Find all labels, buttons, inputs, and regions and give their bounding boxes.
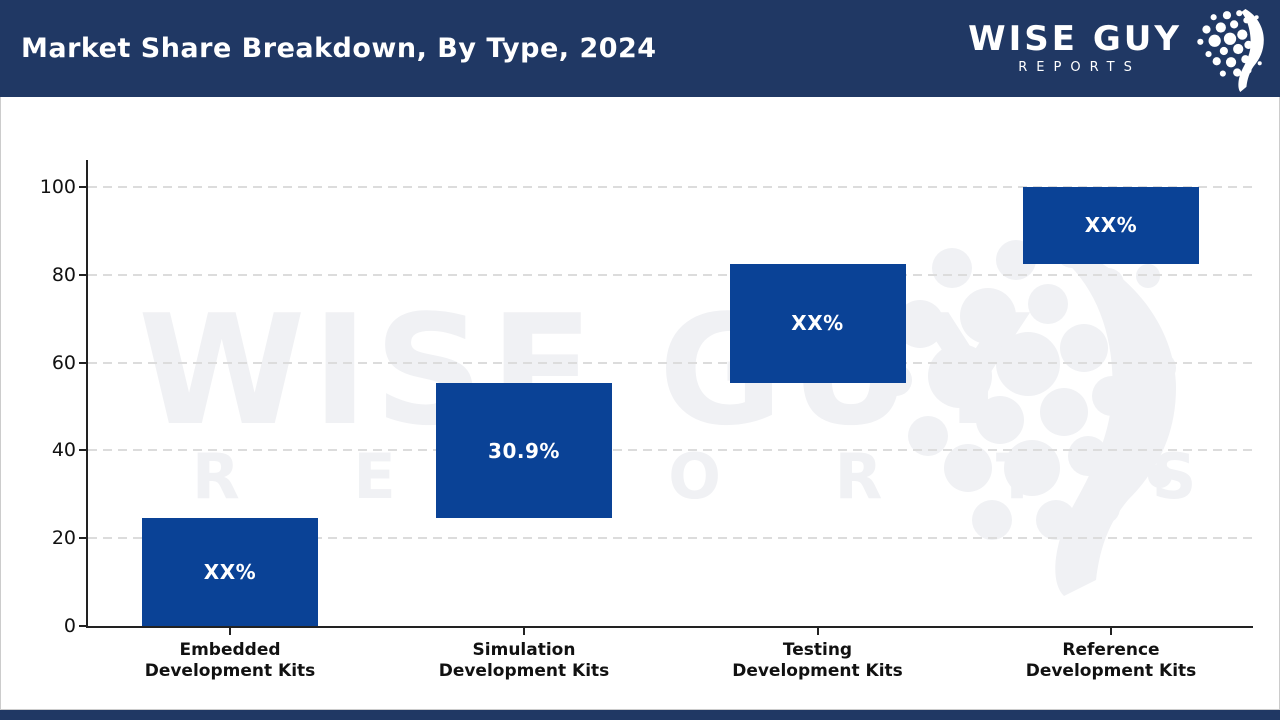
watermark-head-icon [880,236,1176,596]
y-axis-tick-label: 100 [39,176,76,198]
x-axis-tick [1110,628,1112,635]
y-axis-tick-label: 60 [51,351,76,374]
y-axis-tick [79,361,88,364]
bar-segment: XX% [142,518,318,626]
x-axis-line [86,626,1253,628]
y-axis-tick [79,537,88,540]
x-axis-category-label: Testing Development Kits [688,640,948,682]
brand-logo-text: WISE GUY REPORTS [968,21,1182,77]
y-axis-line [86,160,88,628]
x-axis-category-label: Simulation Development Kits [394,640,654,682]
wiseguy-head-icon [1197,9,1264,92]
y-axis-tick-label: 40 [51,439,76,462]
x-axis-tick [816,628,819,635]
gridline [88,449,1253,452]
gridline [88,361,1253,364]
y-axis-tick-label: 80 [51,263,76,286]
y-axis-tick-label: 0 [63,615,76,637]
bar-value-label: XX% [791,311,844,336]
gridline [88,537,1253,540]
bar-segment: 30.9% [436,382,612,519]
footer-bar [0,709,1280,720]
header-bar: Market Share Breakdown, By Type, 2024 WI… [0,0,1280,97]
x-axis-category-line: Embedded [179,640,281,660]
bar-segment: XX% [1023,187,1199,264]
x-axis-category-line: Testing [782,640,853,660]
y-axis-tick [79,449,88,452]
x-axis-category-line: Simulation [472,640,576,660]
y-axis-tick-label: 20 [51,527,76,550]
bar-value-label: XX% [203,560,257,585]
brand-subname: REPORTS [1018,59,1141,75]
x-axis-category-label: Embedded Development Kits [100,640,360,682]
brand-logo: WISE GUY REPORTS [968,0,1264,97]
y-axis-tick [79,625,88,627]
gridline [88,186,1253,188]
x-axis-category-label: Reference Development Kits [981,640,1241,682]
page-title: Market Share Breakdown, By Type, 2024 [21,33,657,64]
x-axis-category-line: Development Kits [144,661,316,681]
bar-value-label: 30.9% [488,438,560,463]
y-axis-tick [79,186,88,188]
bar-value-label: XX% [1084,213,1138,238]
x-axis-category-line: Development Kits [732,661,903,681]
y-axis-tick [79,273,88,276]
x-axis-tick [523,628,525,635]
x-axis-category-line: Development Kits [438,661,610,681]
x-axis-tick [229,628,231,635]
bar-segment: XX% [729,263,906,383]
brand-name: WISE GUY [968,18,1182,59]
gridline [88,273,1253,276]
x-axis-category-line: Reference [1062,640,1160,660]
x-axis-category-line: Development Kits [1025,661,1197,681]
